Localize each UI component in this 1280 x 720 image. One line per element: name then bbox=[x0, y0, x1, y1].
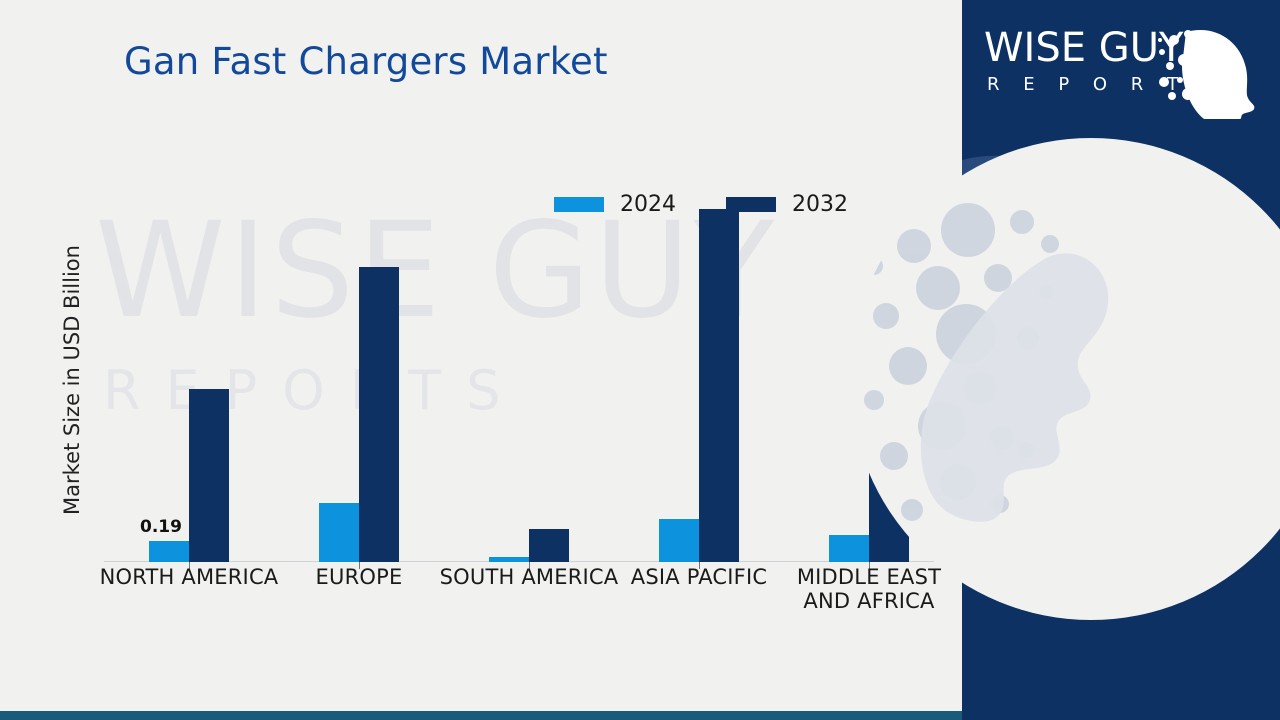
legend-item-2032[interactable]: 2032 bbox=[726, 192, 848, 217]
x-tick-north-america bbox=[189, 562, 190, 569]
category-label-asia-pacific: ASIA PACIFIC bbox=[630, 565, 768, 589]
logo-wordmark: WISE GUY bbox=[984, 25, 1184, 71]
legend-swatch-2032 bbox=[726, 197, 776, 212]
x-tick-asia-pacific bbox=[699, 562, 700, 569]
bar-2032-europe[interactable] bbox=[359, 267, 399, 562]
bar-2024-south-america[interactable] bbox=[489, 556, 529, 562]
bottom-accent-strip bbox=[0, 711, 962, 720]
chart-legend: 2024 2032 bbox=[554, 192, 848, 217]
logo: WISE GUY R E P O R T S bbox=[984, 25, 1264, 119]
logo-tagline: R E P O R T S bbox=[987, 74, 1223, 95]
brand-panel: WISE GUY R E P O R T S bbox=[850, 0, 1280, 720]
bar-2024-middle-east-and-africa[interactable] bbox=[829, 535, 869, 562]
page-title: Gan Fast Chargers Market bbox=[124, 40, 608, 83]
legend-swatch-2024 bbox=[554, 197, 604, 212]
bar-group-europe: EUROPE bbox=[274, 130, 444, 589]
plot-area: 0.19 NORTH AMERICA EUROPE SOUTH AMERICA bbox=[100, 130, 944, 613]
bar-2024-asia-pacific[interactable] bbox=[659, 518, 699, 562]
bar-2032-north-america[interactable] bbox=[189, 389, 229, 562]
legend-label-2024: 2024 bbox=[620, 192, 676, 217]
bar-2024-north-america[interactable] bbox=[149, 541, 189, 562]
bar-group-north-america: 0.19 NORTH AMERICA bbox=[100, 130, 278, 589]
value-label-north-america-2024: 0.19 bbox=[140, 517, 182, 538]
x-tick-middle-east-and-africa bbox=[869, 562, 870, 569]
bar-group-south-america: SOUTH AMERICA bbox=[440, 130, 618, 589]
y-axis-title: Market Size in USD Billion bbox=[60, 245, 84, 515]
chart-canvas: WISE GUY REPORTS Gan Fast Chargers Marke… bbox=[0, 40, 962, 720]
x-tick-europe bbox=[359, 562, 360, 569]
x-tick-south-america bbox=[529, 562, 530, 569]
bar-2032-south-america[interactable] bbox=[529, 528, 569, 562]
category-label-middle-east-and-africa: MIDDLE EAST AND AFRICA bbox=[796, 565, 942, 613]
dot-pattern-circle bbox=[850, 138, 1280, 620]
bar-2024-europe[interactable] bbox=[319, 502, 359, 562]
bar-2032-asia-pacific[interactable] bbox=[699, 208, 739, 562]
category-label-south-america: SOUTH AMERICA bbox=[439, 565, 619, 589]
bar-group-asia-pacific: ASIA PACIFIC bbox=[614, 130, 784, 589]
category-label-europe: EUROPE bbox=[315, 565, 403, 589]
category-label-north-america: NORTH AMERICA bbox=[99, 565, 279, 589]
legend-label-2032: 2032 bbox=[792, 192, 848, 217]
legend-item-2024[interactable]: 2024 bbox=[554, 192, 676, 217]
logo-head-icon bbox=[1182, 29, 1255, 119]
